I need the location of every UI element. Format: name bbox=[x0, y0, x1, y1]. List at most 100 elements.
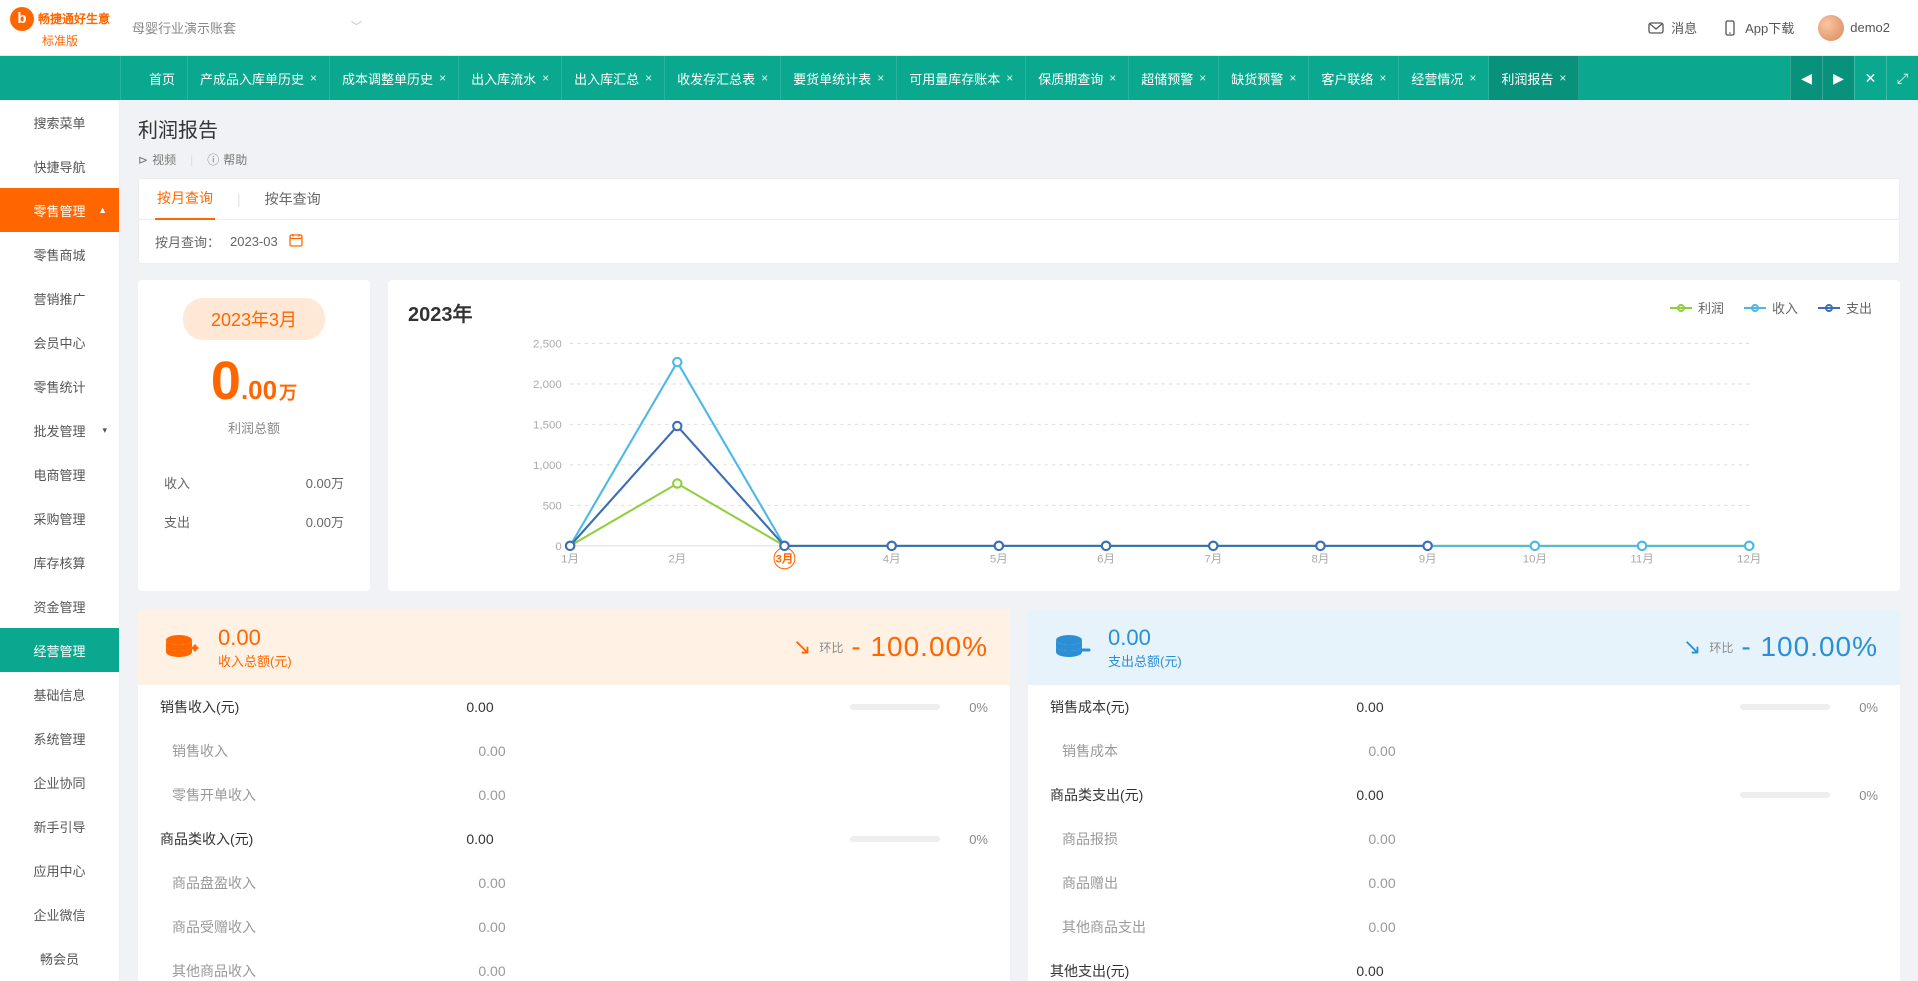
sidebar-item-资金管理[interactable]: 资金管理 bbox=[0, 584, 119, 628]
detail-bar bbox=[1740, 792, 1830, 798]
sidebar-item-label: 快捷导航 bbox=[33, 157, 85, 176]
sidebar-item-会员中心[interactable]: 会员中心 bbox=[0, 320, 119, 364]
close-icon[interactable]: × bbox=[439, 71, 446, 85]
sidebar-item-新手引导[interactable]: 新手引导 bbox=[0, 804, 119, 848]
sidebar-item-搜索菜单[interactable]: 搜索菜单 bbox=[0, 100, 119, 144]
sidebar-item-采购管理[interactable]: 采购管理 bbox=[0, 496, 119, 540]
expense-icon bbox=[1050, 625, 1094, 669]
close-icon[interactable]: × bbox=[310, 71, 317, 85]
detail-label: 商品受赠收入 bbox=[172, 917, 432, 937]
sidebar-item-经营管理[interactable]: 经营管理 bbox=[0, 628, 119, 672]
tabstrip-expand-button[interactable]: ⤢ bbox=[1886, 56, 1918, 100]
sidebar-item-label: 会员中心 bbox=[33, 333, 85, 352]
profit-total-label: 利润总额 bbox=[228, 418, 280, 437]
close-icon[interactable]: × bbox=[1559, 71, 1566, 85]
help-video-link[interactable]: ⊳ 视频 bbox=[138, 151, 176, 168]
tab-缺货预警[interactable]: 缺货预警× bbox=[1219, 56, 1309, 100]
app-download-link[interactable]: App下载 bbox=[1721, 18, 1794, 37]
sidebar-item-企业协同[interactable]: 企业协同 bbox=[0, 760, 119, 804]
tab-出入库汇总[interactable]: 出入库汇总 × bbox=[562, 56, 665, 100]
tabstrip-close-button[interactable]: ✕ bbox=[1854, 56, 1886, 100]
tab-利润报告[interactable]: 利润报告× bbox=[1489, 56, 1579, 100]
sidebar-item-快捷导航[interactable]: 快捷导航 bbox=[0, 144, 119, 188]
tab-label: 出入库汇总 bbox=[574, 69, 639, 88]
sidebar-item-label: 经营管理 bbox=[33, 641, 85, 660]
tab-保质期查询[interactable]: 保质期查询× bbox=[1026, 56, 1129, 100]
detail-row: 其他商品支出0.00 bbox=[1028, 905, 1900, 949]
tab-year-query[interactable]: 按年查询 bbox=[263, 179, 323, 219]
svg-text:8月: 8月 bbox=[1312, 554, 1330, 566]
svg-text:1,500: 1,500 bbox=[533, 420, 562, 432]
close-icon[interactable]: × bbox=[1289, 71, 1296, 85]
tabstrip-next-button[interactable]: ▶ bbox=[1822, 56, 1854, 100]
tab-要货单统计表[interactable]: 要货单统计表 × bbox=[781, 56, 897, 100]
sidebar-item-label: 系统管理 bbox=[33, 729, 85, 748]
sidebar-item-电商管理[interactable]: 电商管理 bbox=[0, 452, 119, 496]
tab-客户联络[interactable]: 客户联络× bbox=[1309, 56, 1399, 100]
svg-text:2,000: 2,000 bbox=[533, 379, 562, 391]
logo-mark-icon: b bbox=[10, 7, 34, 31]
close-icon[interactable]: × bbox=[1379, 71, 1386, 85]
sidebar-item-label: 营销推广 bbox=[33, 289, 85, 308]
sidebar-item-畅会员[interactable]: 畅会员 bbox=[0, 936, 119, 980]
close-icon[interactable]: × bbox=[645, 71, 652, 85]
detail-row: 商品赠出0.00 bbox=[1028, 861, 1900, 905]
account-selector[interactable]: 母婴行业演示账套 ﹀ bbox=[120, 18, 380, 37]
period-pill: 2023年3月 bbox=[183, 298, 325, 340]
profit-unit: 万 bbox=[279, 384, 297, 402]
sidebar-item-营销推广[interactable]: 营销推广 bbox=[0, 276, 119, 320]
help-link[interactable]: ⓘ 帮助 bbox=[207, 151, 247, 168]
sidebar-item-label: 新手引导 bbox=[33, 817, 85, 836]
expense-total-value: 0.00 bbox=[1108, 625, 1669, 651]
tab-可用量库存账本[interactable]: 可用量库存账本× bbox=[897, 56, 1026, 100]
tab-产成品入库单历史[interactable]: 产成品入库单历史× bbox=[188, 56, 330, 100]
close-icon[interactable]: × bbox=[542, 71, 549, 85]
detail-value: 0.00 bbox=[432, 875, 552, 891]
user-menu[interactable]: demo2 bbox=[1818, 15, 1890, 41]
tab-经营情况[interactable]: 经营情况 × bbox=[1399, 56, 1489, 100]
tab-成本调整单历史[interactable]: 成本调整单历史× bbox=[330, 56, 459, 100]
detail-pct: 0% bbox=[1830, 700, 1878, 715]
help-row: ⊳ 视频 | ⓘ 帮助 bbox=[138, 151, 1900, 168]
sidebar-item-零售统计[interactable]: 零售统计 bbox=[0, 364, 119, 408]
close-icon[interactable]: × bbox=[1199, 71, 1206, 85]
tab-label: 首页 bbox=[149, 69, 175, 88]
sidebar-item-零售管理[interactable]: 零售管理▲ bbox=[0, 188, 119, 232]
chart-legend: 利润收入支出 bbox=[1670, 298, 1872, 317]
tab-label: 经营情况 bbox=[1411, 69, 1463, 88]
query-param-row: 按月查询： 2023-03 bbox=[138, 220, 1900, 264]
legend-item: 收入 bbox=[1744, 298, 1798, 317]
close-icon[interactable]: × bbox=[1469, 71, 1476, 85]
close-icon[interactable]: × bbox=[761, 71, 768, 85]
svg-text:6月: 6月 bbox=[1097, 554, 1115, 566]
sidebar-item-基础信息[interactable]: 基础信息 bbox=[0, 672, 119, 716]
chevron-down-icon: ﹀ bbox=[351, 18, 362, 34]
messages-link[interactable]: 消息 bbox=[1647, 18, 1697, 37]
close-icon[interactable]: × bbox=[1109, 71, 1116, 85]
tab-首页[interactable]: 首页 bbox=[120, 56, 188, 100]
sidebar-item-批发管理[interactable]: 批发管理▾ bbox=[0, 408, 119, 452]
tab-label: 要货单统计表 bbox=[793, 69, 871, 88]
close-icon[interactable]: × bbox=[877, 71, 884, 85]
tabstrip-prev-button[interactable]: ◀ bbox=[1790, 56, 1822, 100]
detail-label: 商品类收入(元) bbox=[160, 829, 420, 849]
detail-row: 销售收入0.00 bbox=[138, 729, 1010, 773]
yearly-chart-card: 2023年 利润收入支出 05001,0001,5002,0002,5001月2… bbox=[388, 280, 1900, 591]
close-icon[interactable]: × bbox=[1006, 71, 1013, 85]
sidebar-item-应用中心[interactable]: 应用中心 bbox=[0, 848, 119, 892]
tab-收发存汇总表[interactable]: 收发存汇总表× bbox=[665, 56, 781, 100]
sidebar-item-零售商城[interactable]: 零售商城 bbox=[0, 232, 119, 276]
tab-出入库流水[interactable]: 出入库流水× bbox=[459, 56, 562, 100]
sidebar-item-库存核算[interactable]: 库存核算 bbox=[0, 540, 119, 584]
avatar bbox=[1818, 15, 1844, 41]
tab-month-query[interactable]: 按月查询 bbox=[155, 178, 215, 220]
help-icon: ⓘ bbox=[207, 151, 219, 168]
chevron-icon: ▲ bbox=[98, 205, 107, 215]
sidebar-item-企业微信[interactable]: 企业微信 bbox=[0, 892, 119, 936]
tab-超储预警[interactable]: 超储预警× bbox=[1129, 56, 1219, 100]
detail-value: 0.00 bbox=[432, 743, 552, 759]
calendar-icon[interactable] bbox=[288, 232, 304, 251]
svg-text:2月: 2月 bbox=[668, 554, 686, 566]
sidebar-item-系统管理[interactable]: 系统管理 bbox=[0, 716, 119, 760]
sidebar-item-label: 应用中心 bbox=[33, 861, 85, 880]
